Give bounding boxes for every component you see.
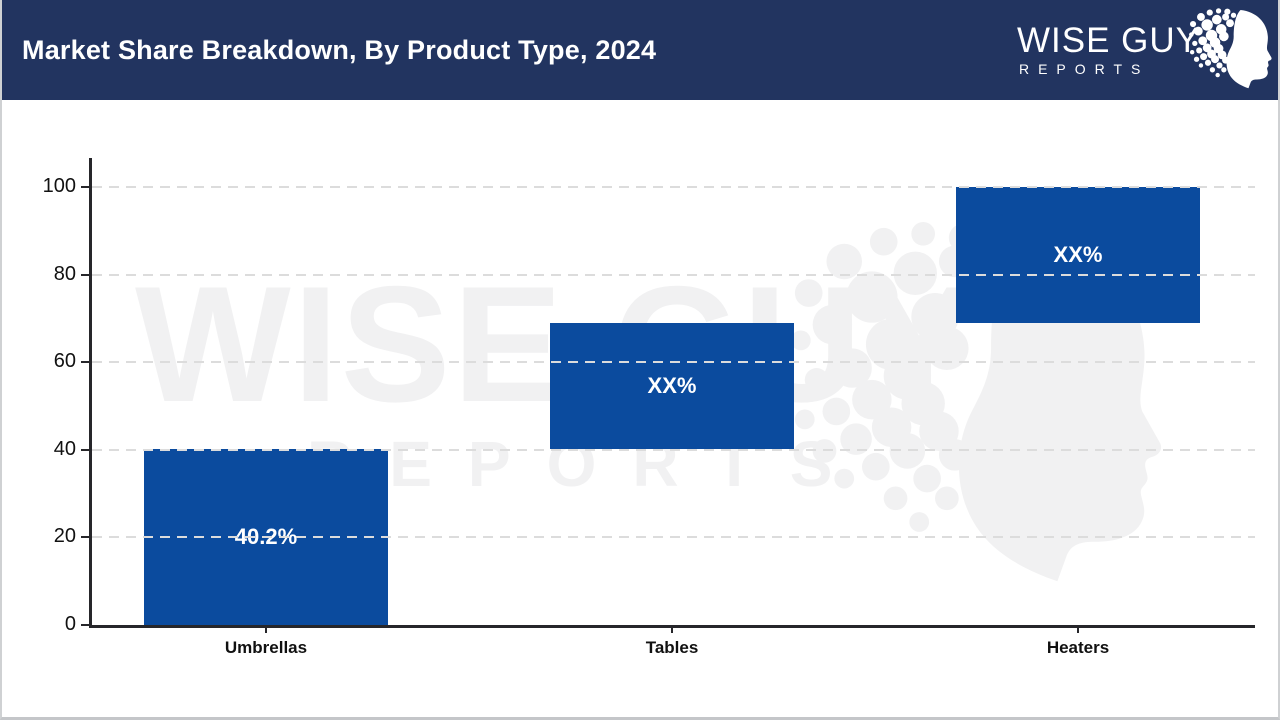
y-tick-mark-0 <box>81 624 90 626</box>
y-tick-label-20: 20 <box>53 525 76 548</box>
gridline-100 <box>92 186 1255 188</box>
x-axis-category-label-umbrellas: Umbrellas <box>224 638 308 657</box>
y-tick-mark-100 <box>81 186 90 188</box>
gridline-80 <box>92 273 1255 276</box>
bar-value-label-heaters: XX% <box>1053 241 1103 267</box>
x-axis-category-label-tables: Tables <box>645 638 699 657</box>
y-axis-line <box>89 158 92 628</box>
y-tick-label-40: 40 <box>53 437 76 460</box>
y-tick-mark-20 <box>81 536 90 539</box>
y-tick-label-0: 0 <box>64 613 76 635</box>
x-axis-line <box>89 625 1255 628</box>
gridline-20 <box>92 536 1255 539</box>
x-tick-mark-umbrellas <box>265 626 267 633</box>
bar-heaters: XX% <box>956 187 1200 323</box>
chart-header: Market Share Breakdown, By Product Type,… <box>2 0 1278 100</box>
logo-name: WISE GUY <box>1016 21 1200 60</box>
logo-subname: REPORTS <box>1018 61 1150 77</box>
x-axis-category-label-heaters: Heaters <box>1046 638 1110 657</box>
y-tick-label-60: 60 <box>53 350 76 373</box>
y-tick-mark-60 <box>81 361 90 364</box>
chart-title: Market Share Breakdown, By Product Type,… <box>22 34 657 65</box>
x-tick-mark-heaters <box>1077 626 1079 633</box>
wise-guy-reports-logo: WISE GUY REPORTS <box>1017 8 1274 92</box>
logo-head-icon <box>1186 8 1274 92</box>
y-tick-label-100: 100 <box>42 175 76 197</box>
y-tick-mark-40 <box>81 448 90 451</box>
y-tick-mark-80 <box>81 273 90 276</box>
gridline-40 <box>92 448 1255 451</box>
gridline-60 <box>92 361 1255 364</box>
y-tick-label-80: 80 <box>53 262 76 285</box>
logo-text: WISE GUY REPORTS <box>1017 23 1200 77</box>
bar-tables: XX% <box>550 322 794 449</box>
bar-value-label-tables: XX% <box>647 372 697 398</box>
x-tick-mark-tables <box>671 626 673 633</box>
